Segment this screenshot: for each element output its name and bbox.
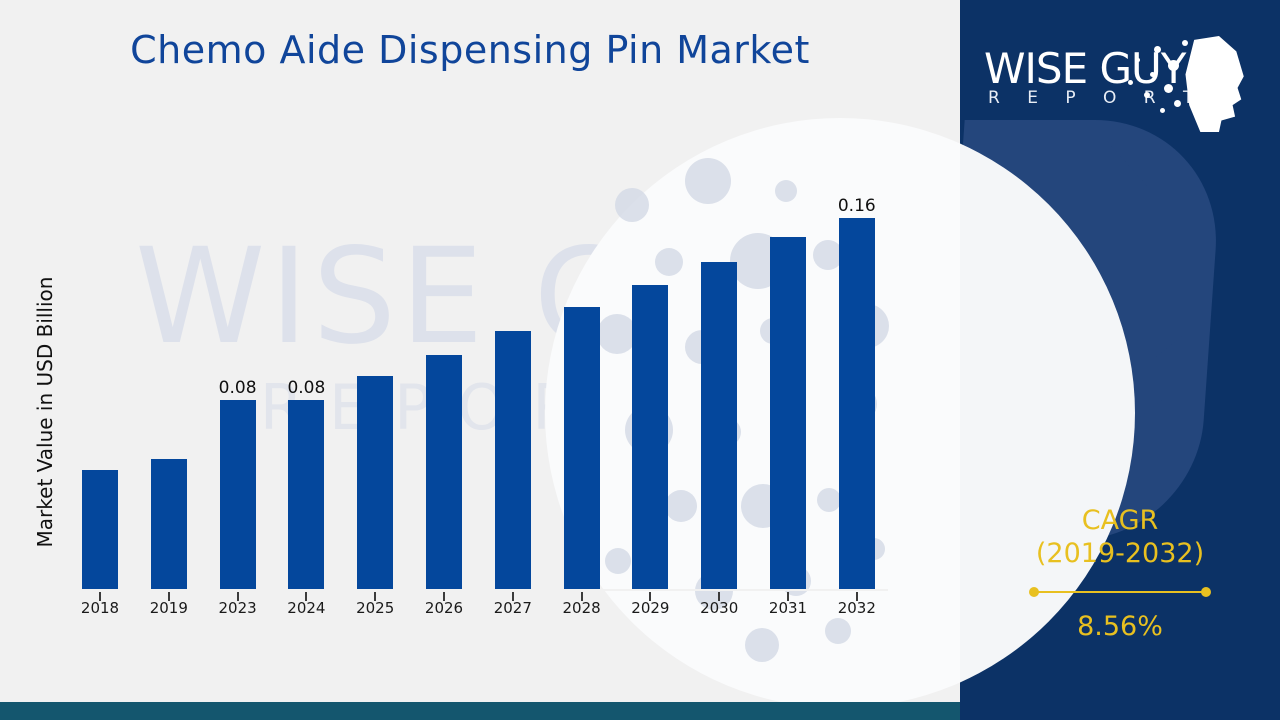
divider-dot-right — [1201, 586, 1211, 597]
bar-group: 2025 — [356, 0, 394, 720]
bar-group: 2030 — [700, 0, 738, 720]
page-title: Chemo Aide Dispensing Pin Market — [130, 28, 810, 72]
footer-accent-bar — [0, 702, 960, 720]
x-axis-tick-label: 2028 — [562, 599, 601, 617]
bar[interactable] — [770, 237, 806, 589]
plot-area: Market Value in USD Billion 2018 2019 2023… — [33, 0, 888, 720]
x-axis-tick — [167, 592, 170, 601]
bar-group: 2028 — [563, 0, 601, 720]
bar-value-label: 0.08 — [287, 378, 326, 398]
bar-value-label: 0.16 — [837, 196, 876, 216]
x-axis-tick — [649, 592, 652, 601]
x-axis-tick — [855, 592, 858, 601]
bar-group: 2027 — [494, 0, 532, 720]
bar[interactable] — [219, 400, 256, 589]
bar[interactable] — [426, 355, 462, 589]
cagr-range: (2019-2032) — [1035, 537, 1205, 569]
x-axis-tick — [718, 592, 721, 601]
wiseguy-logo[interactable]: WISE GUY R E P O R T S — [978, 30, 1262, 132]
cagr-divider — [1029, 586, 1211, 597]
x-axis-tick-label: 2025 — [356, 599, 395, 617]
y-axis-label: Market Value in USD Billion — [33, 276, 57, 548]
x-axis-tick — [305, 592, 308, 601]
bar-group: 2029 — [631, 0, 669, 720]
logo-brand-text: WISE GUY — [984, 44, 1186, 93]
x-axis-line — [70, 589, 888, 591]
bar-group: 2032 0.16 — [838, 0, 876, 720]
bar[interactable] — [701, 262, 738, 589]
bar[interactable] — [82, 470, 118, 589]
x-axis-tick — [99, 592, 101, 601]
brand-panel: WISE GUY R E P O R T S CAGR (2019-2032) … — [960, 0, 1280, 720]
bar[interactable] — [150, 459, 187, 589]
bar[interactable] — [563, 307, 600, 589]
bar-group: 2019 — [150, 0, 188, 720]
x-axis-tick — [511, 592, 514, 601]
x-axis-tick-label: 2023 — [218, 599, 257, 617]
logo-sub-text: R E P O R T S — [988, 88, 1243, 108]
x-axis-tick — [787, 592, 789, 601]
x-axis-tick — [374, 592, 377, 601]
x-axis-tick-label: 2024 — [287, 599, 326, 617]
bar-value-label: 0.08 — [218, 378, 257, 398]
cagr-value: 8.56% — [1077, 610, 1163, 642]
bar-group: 2018 — [81, 0, 119, 720]
bar[interactable] — [357, 376, 394, 589]
x-axis-tick-label: 2018 — [80, 599, 120, 617]
x-axis-tick — [236, 592, 239, 601]
bar-group: 2023 0.08 — [219, 0, 257, 720]
bar-group: 2031 — [769, 0, 807, 720]
x-axis-tick-label: 2030 — [700, 599, 739, 617]
chart-panel: WISE GUY REPORTS Chemo Aide Dispensing P… — [0, 0, 960, 720]
bar[interactable] — [288, 400, 325, 589]
x-axis-tick-label: 2032 — [837, 599, 876, 617]
divider-line — [1034, 590, 1206, 593]
bar[interactable] — [838, 218, 875, 589]
bar-group: 2024 0.08 — [287, 0, 325, 720]
x-axis-tick-label: 2029 — [631, 599, 670, 617]
x-axis-tick-label: 2027 — [493, 599, 532, 617]
cagr-title: CAGR — [1081, 505, 1159, 536]
x-axis-tick — [443, 592, 445, 601]
x-axis-tick-label: 2031 — [768, 599, 808, 617]
x-axis-tick-label: 2026 — [424, 599, 464, 617]
x-axis-tick — [580, 592, 583, 601]
bar-group: 2026 — [425, 0, 463, 720]
cagr-block: CAGR (2019-2032) 8.56% — [960, 505, 1280, 642]
logo-head-icon — [1185, 36, 1244, 132]
bar[interactable] — [632, 285, 669, 589]
x-axis-tick-label: 2019 — [149, 599, 188, 617]
bar[interactable] — [494, 331, 531, 589]
